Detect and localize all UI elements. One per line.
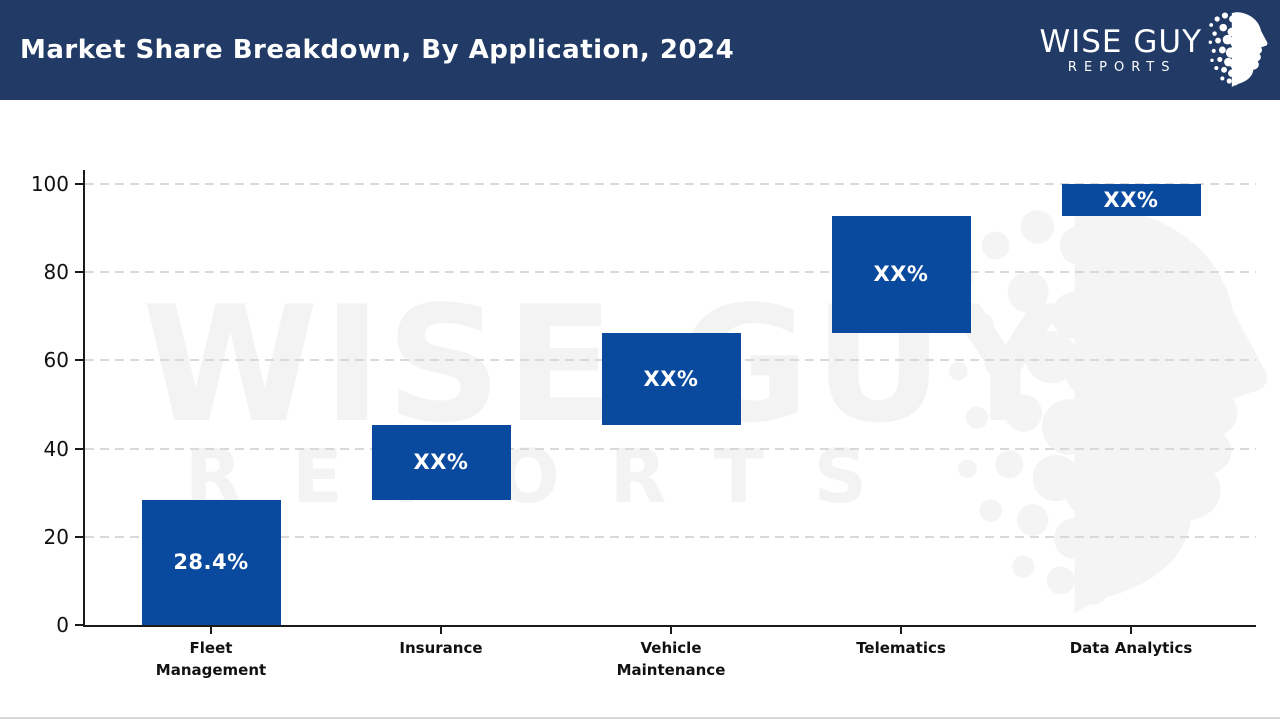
gridline-y-100 <box>85 183 1256 185</box>
y-tick-mark-0 <box>75 624 83 626</box>
brand-name: WISE GUY <box>1039 23 1202 60</box>
y-tick-label-60: 60 <box>43 348 69 373</box>
gridline-y-80 <box>85 271 1256 274</box>
face-profile-icon <box>1206 10 1268 90</box>
brand-logo-text: WISE GUY REPORTS <box>1039 25 1202 75</box>
x-tick-mark-1 <box>440 627 442 634</box>
bar-value-label: 28.4% <box>173 550 249 575</box>
header-bar: Market Share Breakdown, By Application, … <box>0 0 1280 100</box>
bar-value-label: XX% <box>1103 187 1159 212</box>
x-tick-mark-0 <box>210 627 212 634</box>
y-tick-label-0: 0 <box>56 613 69 637</box>
waterfall-bar-0: 28.4% <box>141 499 281 625</box>
x-category-label-4: Data Analytics <box>1069 639 1193 657</box>
x-tick-mark-3 <box>900 627 902 634</box>
bar-value-label: XX% <box>643 366 699 391</box>
bar-value-label: XX% <box>413 450 469 475</box>
waterfall-bar-4: XX% <box>1061 184 1201 216</box>
bottom-divider <box>0 717 1280 719</box>
waterfall-bar-3: XX% <box>831 215 971 334</box>
x-tick-mark-4 <box>1130 627 1132 634</box>
x-category-label-0: Fleet Management <box>155 639 267 679</box>
y-tick-mark-100 <box>75 183 83 185</box>
x-category-label-2: Vehicle Maintenance <box>616 639 726 679</box>
y-tick-mark-40 <box>75 447 83 450</box>
y-tick-label-20: 20 <box>43 524 69 549</box>
gridline-y-40 <box>85 447 1256 450</box>
y-tick-mark-20 <box>75 535 83 538</box>
x-category-label-3: Telematics <box>856 639 946 657</box>
chart-title: Market Share Breakdown, By Application, … <box>20 35 735 65</box>
y-tick-label-40: 40 <box>43 436 69 461</box>
gridline-y-20 <box>85 535 1256 538</box>
waterfall-bar-2: XX% <box>601 333 741 425</box>
x-category-label-1: Insurance <box>399 639 483 657</box>
waterfall-bar-1: XX% <box>371 424 511 500</box>
y-tick-label-100: 100 <box>30 172 69 196</box>
watermark-tagline-text: REPORTS <box>185 434 918 520</box>
plot-area: 0 20 40 60 80 100 28.4% Fleet Management XX% Insu… <box>31 170 1256 679</box>
y-tick-label-80: 80 <box>43 260 69 285</box>
y-tick-mark-60 <box>75 359 83 362</box>
brand-tagline: REPORTS <box>1067 60 1177 76</box>
y-tick-mark-80 <box>75 271 83 274</box>
x-tick-mark-2 <box>670 627 672 634</box>
brand-logo: WISE GUY REPORTS <box>1039 8 1268 92</box>
bar-value-label: XX% <box>873 262 929 287</box>
